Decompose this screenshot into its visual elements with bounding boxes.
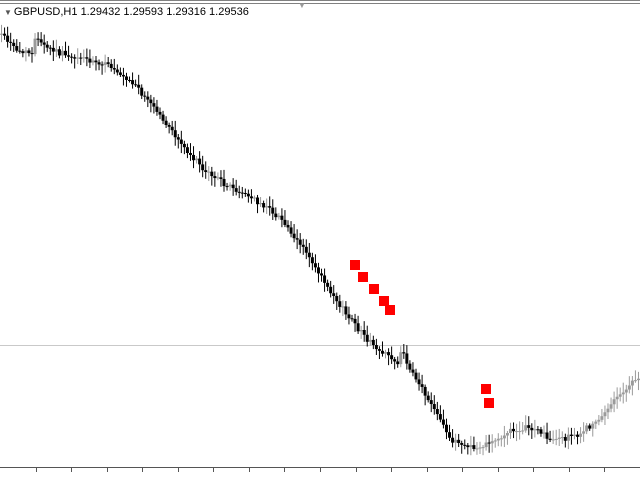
sell-signal-marker-4[interactable]: [385, 305, 395, 315]
time-axis-tick-7: [284, 467, 285, 472]
candlestick-series: [0, 14, 640, 468]
chart-scroll-indicator: ▼: [298, 2, 306, 10]
time-axis-tick-4: [178, 467, 179, 472]
time-axis-tick-12: [462, 467, 463, 472]
time-axis-tick-1: [71, 467, 72, 472]
window-border-outer: [0, 0, 640, 1]
sell-signal-marker-0[interactable]: [350, 260, 360, 270]
time-axis-tick-0: [36, 467, 37, 472]
time-axis-tick-3: [142, 467, 143, 472]
time-axis-tick-10: [391, 467, 392, 472]
candlestick-chart-window: ▼ ▼ GBPUSD,H1 1.29432 1.29593 1.29316 1.2…: [0, 0, 640, 480]
time-axis-tick-9: [356, 467, 357, 472]
time-axis-tick-15: [569, 467, 570, 472]
time-axis-tick-16: [604, 467, 605, 472]
time-axis-tick-2: [107, 467, 108, 472]
sell-signal-marker-6[interactable]: [484, 398, 494, 408]
price-plot-area[interactable]: [0, 14, 640, 468]
sell-signal-marker-2[interactable]: [369, 284, 379, 294]
sell-signal-marker-5[interactable]: [481, 384, 491, 394]
time-axis-tick-11: [427, 467, 428, 472]
time-axis-tick-8: [320, 467, 321, 472]
time-axis-tick-5: [213, 467, 214, 472]
time-axis-tick-13: [498, 467, 499, 472]
window-border-inner: [0, 3, 640, 4]
sell-signal-marker-1[interactable]: [358, 272, 368, 282]
time-axis-tick-14: [533, 467, 534, 472]
time-axis-tick-6: [249, 467, 250, 472]
